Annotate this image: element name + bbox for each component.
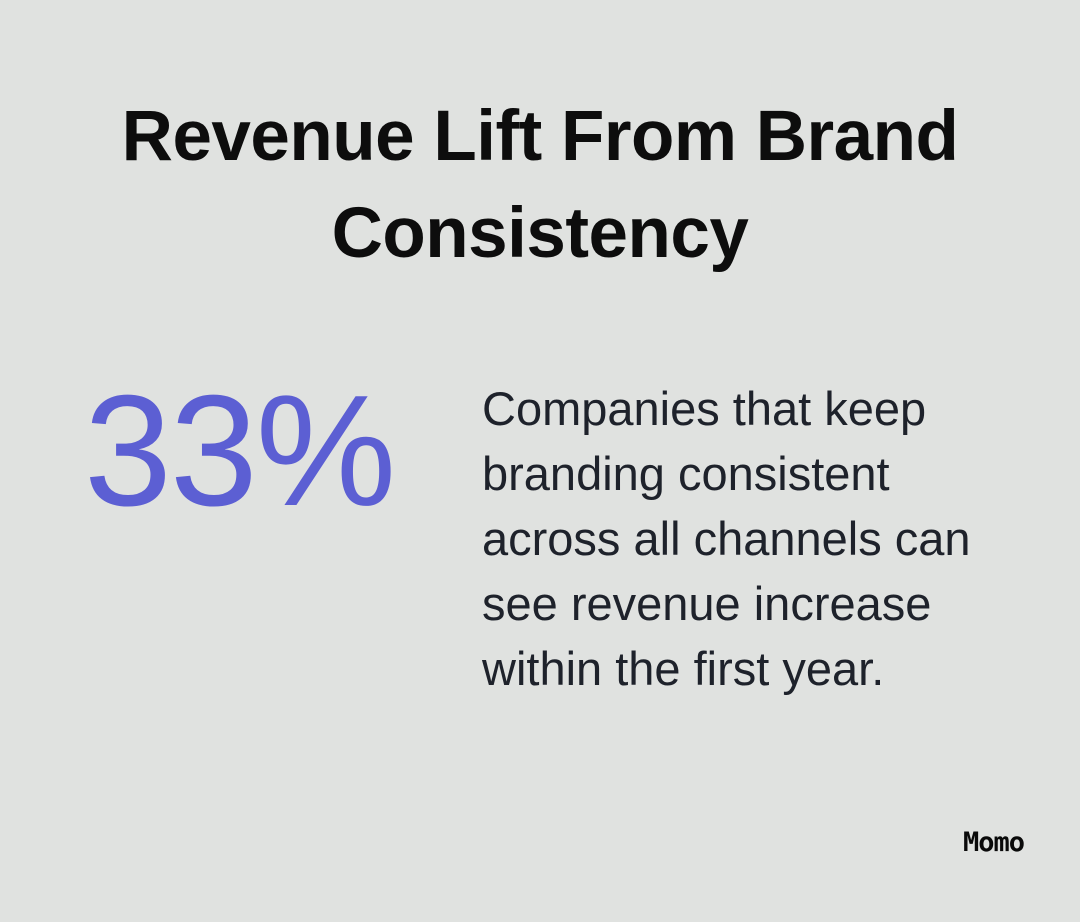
stat-description: Companies that keep branding consistent … <box>482 382 971 695</box>
page-title: Revenue Lift From Brand Consistency <box>121 97 959 273</box>
watermark-logo: Momo <box>963 827 1025 858</box>
stat-value: 33% <box>84 363 396 539</box>
